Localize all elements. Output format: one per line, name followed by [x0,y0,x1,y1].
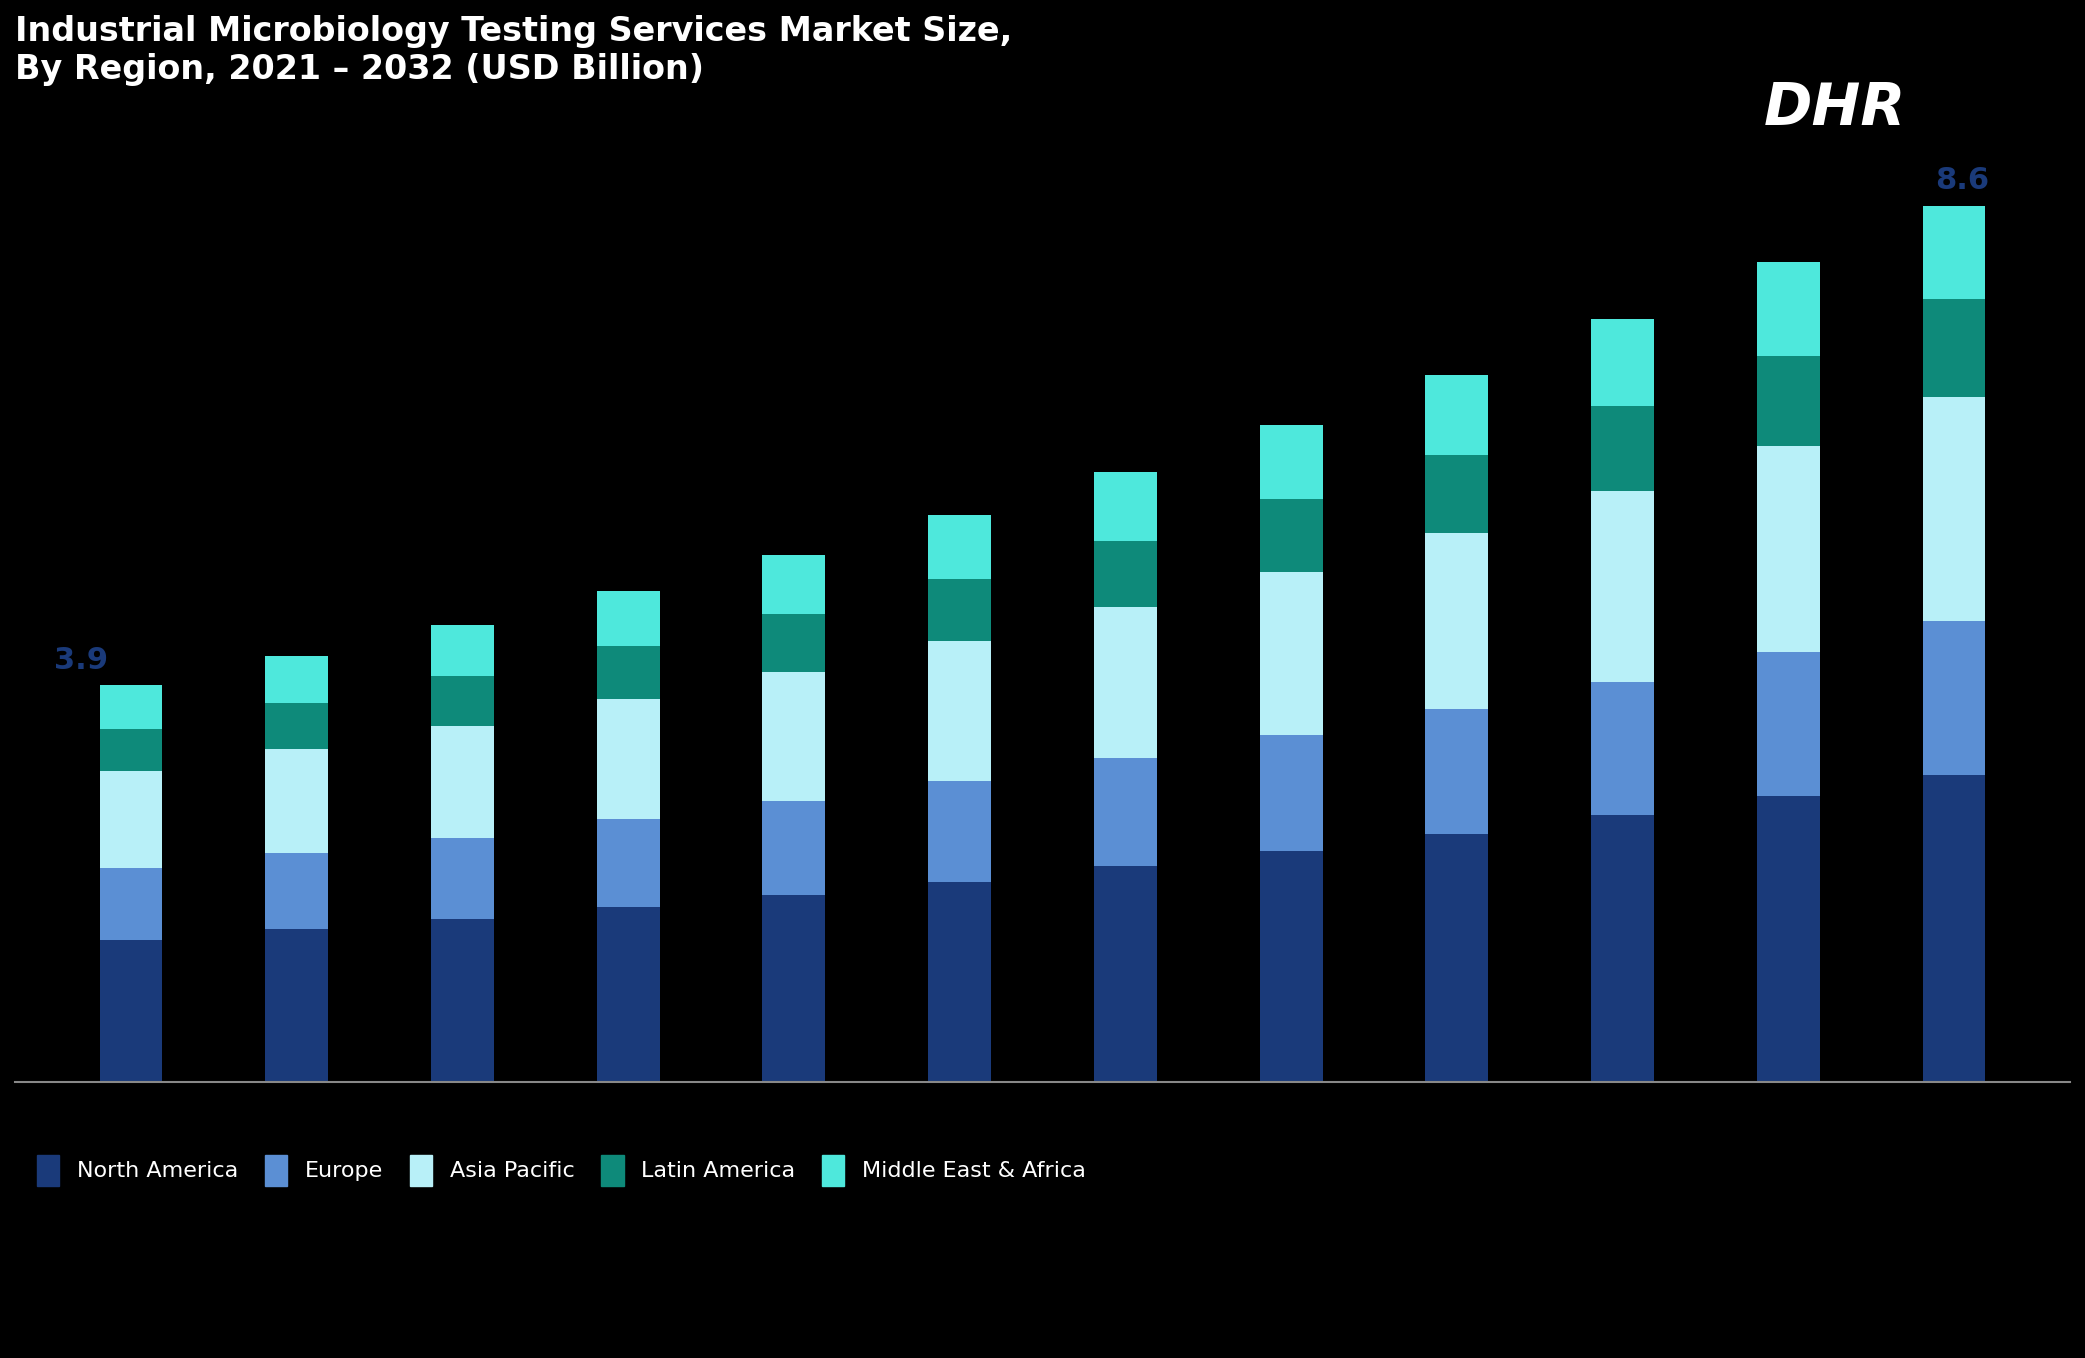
Bar [763,555,826,614]
Bar [763,801,826,895]
Bar [1259,572,1322,735]
Bar [763,895,826,1082]
Bar [1259,735,1322,851]
Bar [1426,455,1489,532]
Bar [265,929,327,1082]
Bar [432,919,494,1082]
Bar [1758,356,1820,447]
Bar [928,781,990,881]
Bar [763,672,826,801]
Bar [1591,682,1653,815]
Bar [1095,607,1157,758]
Bar [1426,709,1489,834]
Bar [928,641,990,781]
Text: 3.9: 3.9 [54,645,108,675]
Bar [1591,319,1653,406]
Text: Industrial Microbiology Testing Services Market Size,
By Region, 2021 – 2032 (US: Industrial Microbiology Testing Services… [15,15,1011,86]
Bar [100,684,163,729]
Text: DHR: DHR [1764,80,1906,137]
Bar [1426,375,1489,455]
Bar [265,853,327,929]
Bar [432,625,494,676]
Bar [1095,758,1157,866]
Bar [1758,262,1820,356]
Bar [100,771,163,868]
Bar [1922,205,1985,300]
Bar [596,907,659,1082]
Bar [1922,774,1985,1082]
Bar [1758,796,1820,1082]
Legend: North America, Europe, Asia Pacific, Latin America, Middle East & Africa: North America, Europe, Asia Pacific, Lat… [27,1143,1097,1198]
Bar [1426,532,1489,709]
Bar [100,729,163,771]
Bar [763,614,826,672]
Bar [928,579,990,641]
Bar [1591,492,1653,682]
Bar [928,881,990,1082]
Bar [1922,621,1985,774]
Bar [1259,500,1322,572]
Bar [596,646,659,699]
Bar [596,591,659,646]
Bar [1758,652,1820,796]
Bar [596,819,659,907]
Bar [1426,834,1489,1082]
Bar [100,940,163,1082]
Bar [1259,851,1322,1082]
Bar [432,725,494,838]
Bar [1758,447,1820,652]
Bar [1591,406,1653,492]
Bar [265,750,327,853]
Bar [265,656,327,703]
Bar [265,703,327,750]
Bar [1591,815,1653,1082]
Bar [1095,866,1157,1082]
Text: 8.6: 8.6 [1935,167,1989,196]
Bar [432,676,494,725]
Bar [432,838,494,919]
Bar [1095,540,1157,607]
Bar [1259,425,1322,500]
Bar [1095,471,1157,540]
Bar [1922,300,1985,398]
Bar [1922,398,1985,621]
Bar [596,699,659,819]
Bar [928,515,990,579]
Bar [100,868,163,940]
